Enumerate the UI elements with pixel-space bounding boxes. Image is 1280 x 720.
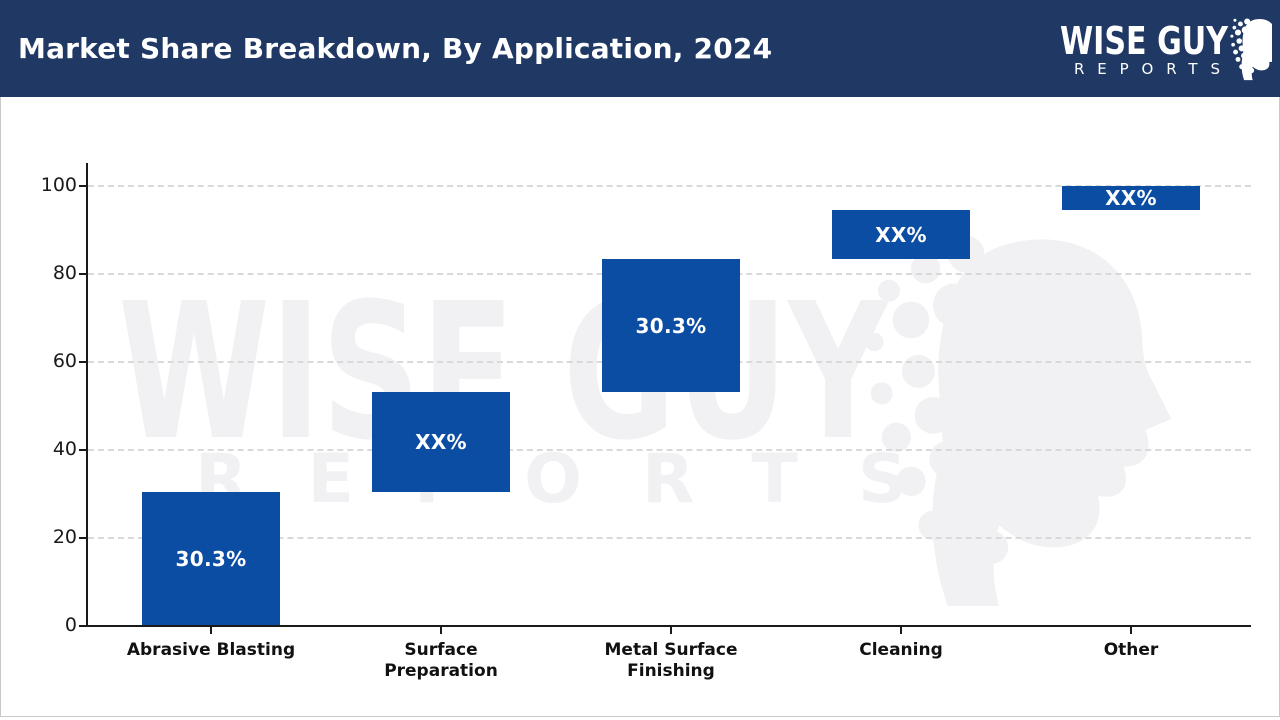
bar [602,258,740,393]
x-tick-label-line: Abrasive Blasting [126,640,296,660]
x-tick-label: Abrasive Blasting [101,640,321,661]
bar-value-label: XX% [415,430,467,455]
bar [1062,185,1200,211]
y-tick-label: 20 [52,525,77,548]
y-tick [79,536,87,539]
y-tick-label: 40 [52,437,77,460]
x-tick-label-line: Other [1103,640,1159,660]
bar-value-label: XX% [1105,185,1157,210]
y-tick [79,624,87,627]
bar [372,392,510,493]
bar [142,492,280,626]
logo-line1: WISE GUY [1060,19,1228,63]
y-tick-label: 80 [52,261,77,284]
y-tick-label: 100 [40,173,77,196]
y-tick [79,272,87,275]
x-tick [670,626,672,634]
bar-value-label: XX% [875,222,927,247]
bar [832,210,970,259]
y-tick [79,360,87,363]
bar-value-label: 30.3% [635,313,707,338]
gridline [88,184,1251,187]
x-tick [900,626,902,634]
x-tick-label-line: Metal Surface [604,640,738,660]
y-axis [86,163,88,627]
frame-line-bottom [0,716,1280,717]
gridline [88,536,1251,539]
x-tick-label-line: Surface [404,640,478,660]
header-bar: Market Share Breakdown, By Application, … [0,0,1280,97]
page-title: Market Share Breakdown, By Application, … [18,32,773,65]
x-tick [440,626,442,634]
brand-logo: WISE GUY REPORTS [1060,18,1272,81]
watermark-line2: REPORTS [195,440,907,519]
x-tick [210,626,212,634]
x-tick-label: Cleaning [791,640,1011,661]
y-tick-label: 60 [52,349,77,372]
y-tick [79,448,87,451]
y-tick [79,184,87,187]
bar-value-label: 30.3% [175,546,247,571]
x-axis [86,624,1251,627]
gridline [88,448,1251,451]
x-tick [1130,626,1132,634]
x-tick-label: Metal Surface Finishing [561,640,781,682]
x-tick-label: Surface Preparation [331,640,551,682]
x-tick-label-line: Preparation [384,661,498,681]
frame-line-left [0,0,1,717]
head-profile-dots-icon [1230,18,1272,81]
x-tick-label-line: Finishing [627,661,715,681]
y-tick-label: 0 [64,613,77,636]
x-tick-label: Other [1021,640,1241,661]
x-tick-label-line: Cleaning [859,640,943,660]
